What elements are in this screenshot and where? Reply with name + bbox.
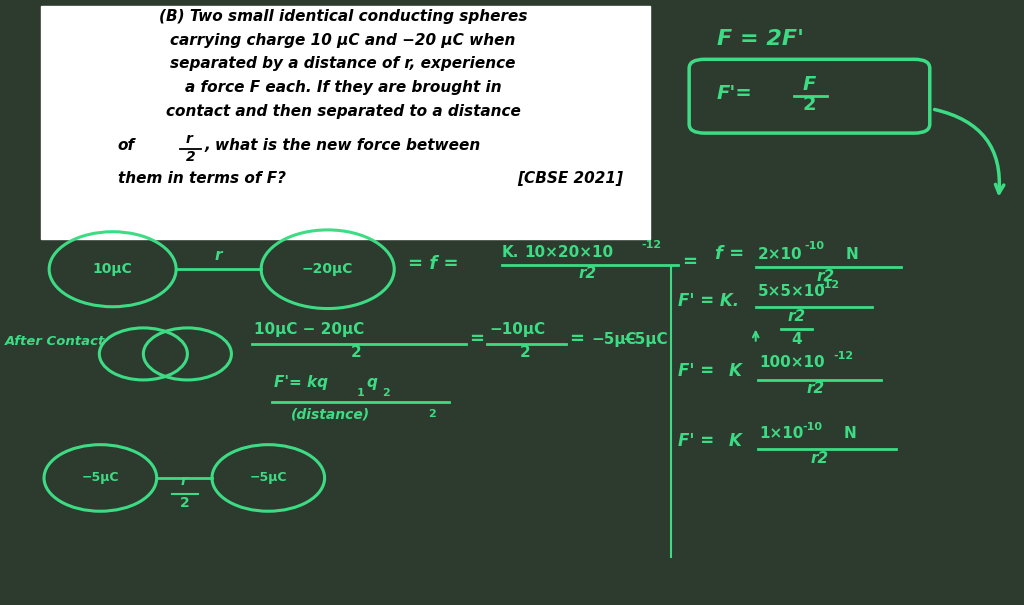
FancyArrowPatch shape — [935, 110, 1004, 193]
Text: 2: 2 — [185, 150, 196, 164]
Text: 1: 1 — [356, 388, 365, 397]
Text: r2: r2 — [816, 269, 835, 284]
Text: r: r — [181, 474, 187, 488]
Text: 1×10: 1×10 — [760, 426, 804, 441]
Text: 2: 2 — [179, 496, 189, 510]
Text: q: q — [367, 375, 378, 390]
Text: −10μC: −10μC — [489, 322, 546, 337]
Text: K: K — [729, 362, 742, 381]
Text: r: r — [186, 132, 193, 146]
Text: 4: 4 — [792, 332, 802, 347]
Text: K.: K. — [502, 245, 519, 260]
Text: r: r — [214, 248, 222, 263]
Text: r2: r2 — [810, 451, 828, 466]
Text: −5μC: −5μC — [250, 471, 287, 485]
Text: 100×10: 100×10 — [760, 355, 825, 370]
Text: −20μC: −20μC — [302, 262, 353, 276]
Text: them in terms of F?: them in terms of F? — [118, 171, 286, 186]
Text: (B) Two small identical conducting spheres: (B) Two small identical conducting spher… — [159, 9, 527, 24]
Text: f =: f = — [715, 245, 744, 263]
Text: 2: 2 — [351, 345, 361, 360]
Text: =: = — [682, 253, 697, 272]
Text: F' =: F' = — [678, 362, 714, 381]
Text: carrying charge 10 μC and −20 μC when: carrying charge 10 μC and −20 μC when — [170, 33, 516, 48]
Text: 5×5×10: 5×5×10 — [758, 284, 825, 299]
Text: 10μC − 20μC: 10μC − 20μC — [254, 322, 365, 337]
Text: 2: 2 — [382, 388, 390, 397]
Text: -12: -12 — [819, 280, 840, 290]
Text: = f =: = f = — [408, 255, 458, 273]
FancyBboxPatch shape — [41, 6, 650, 239]
Text: [CBSE 2021]: [CBSE 2021] — [517, 171, 624, 186]
Text: F'= kq: F'= kq — [274, 375, 329, 390]
Text: 10×20×10: 10×20×10 — [524, 245, 613, 260]
Text: 10μC: 10μC — [93, 262, 132, 276]
Text: -12: -12 — [641, 240, 662, 250]
Text: After Contact: After Contact — [5, 335, 105, 348]
Text: r2: r2 — [787, 309, 806, 324]
Text: =: = — [469, 330, 484, 348]
Text: −5μC: −5μC — [623, 332, 669, 347]
Text: F' = K.: F' = K. — [678, 292, 739, 310]
Text: −5μC: −5μC — [592, 332, 638, 347]
Text: separated by a distance of r, experience: separated by a distance of r, experience — [170, 56, 516, 71]
Text: r2: r2 — [579, 266, 597, 281]
Text: F: F — [802, 74, 816, 94]
Text: 2×10: 2×10 — [758, 247, 803, 262]
Text: N: N — [844, 426, 856, 441]
Text: contact and then separated to a distance: contact and then separated to a distance — [166, 103, 520, 119]
Text: =: = — [569, 330, 585, 348]
Text: a force F each. If they are brought in: a force F each. If they are brought in — [184, 80, 502, 95]
Text: 2: 2 — [428, 410, 436, 419]
Text: F'=: F'= — [717, 84, 753, 103]
Text: 2: 2 — [802, 95, 816, 114]
Text: 2: 2 — [520, 345, 530, 360]
Text: -12: -12 — [834, 352, 854, 361]
Text: , what is the new force between: , what is the new force between — [205, 138, 481, 153]
Text: K: K — [729, 433, 742, 451]
Text: N: N — [846, 247, 858, 262]
Text: r2: r2 — [806, 381, 824, 396]
Text: −5μC: −5μC — [82, 471, 119, 485]
Text: of: of — [118, 138, 135, 153]
Text: F = 2F': F = 2F' — [717, 30, 804, 50]
Text: -10: -10 — [803, 422, 823, 431]
Text: -10: -10 — [805, 241, 825, 251]
Text: F' =: F' = — [678, 433, 714, 451]
Text: (distance): (distance) — [291, 408, 370, 422]
